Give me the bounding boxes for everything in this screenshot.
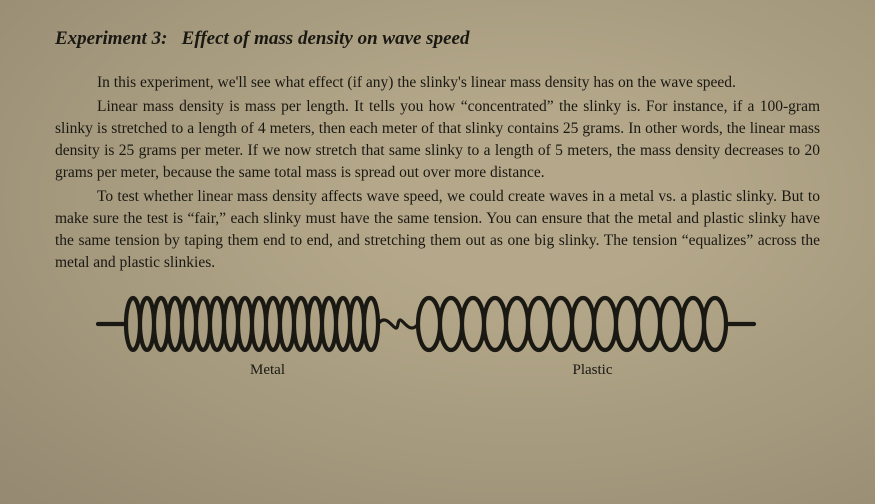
label-plastic: Plastic xyxy=(423,362,763,379)
slinky-diagram xyxy=(88,292,788,356)
title-prefix: Experiment 3: xyxy=(55,28,167,49)
figure-labels: Metal Plastic xyxy=(55,362,820,379)
paragraph-3: To test whether linear mass density affe… xyxy=(55,186,820,274)
slinky-figure xyxy=(55,292,820,356)
label-metal: Metal xyxy=(113,362,423,379)
paragraph-1: In this experiment, we'll see what effec… xyxy=(55,72,820,94)
experiment-title: Experiment 3: Effect of mass density on … xyxy=(55,28,820,50)
title-main: Effect of mass density on wave speed xyxy=(182,28,470,49)
paragraph-2: Linear mass density is mass per length. … xyxy=(55,96,820,184)
